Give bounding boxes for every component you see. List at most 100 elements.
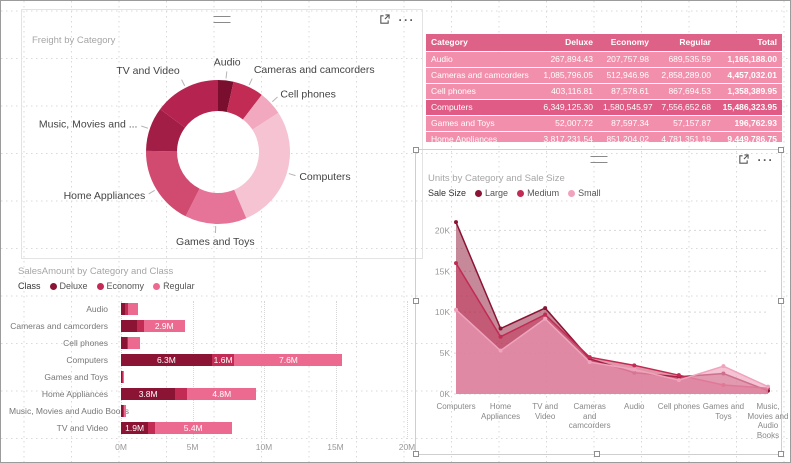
data-point[interactable] — [498, 334, 503, 339]
more-options-icon[interactable]: ··· — [757, 152, 774, 167]
table-cell[interactable]: 57,157.87 — [654, 115, 716, 132]
table-cell[interactable]: Home Appliances — [426, 131, 530, 142]
bar-segment-economy[interactable] — [122, 405, 124, 417]
table-cell[interactable]: Cell phones — [426, 83, 530, 100]
bar-visual[interactable]: SalesAmount by Category and Class Class … — [9, 259, 415, 457]
table-row[interactable]: Cell phones 403,116.81 87,578.61 867,694.53… — [426, 83, 782, 100]
legend-item-small[interactable]: Small — [568, 188, 601, 198]
bar-segment-deluxe[interactable]: 6.3M — [121, 354, 212, 366]
legend-item-regular[interactable]: Regular — [153, 281, 195, 291]
bar-segment-economy[interactable] — [124, 303, 128, 315]
table-header-cell[interactable]: Economy — [598, 34, 654, 52]
bar-segment-economy[interactable] — [136, 320, 144, 332]
data-point[interactable] — [543, 316, 548, 321]
legend-item-deluxe[interactable]: Deluxe — [49, 281, 88, 291]
table-cell[interactable]: 87,597.34 — [598, 115, 654, 132]
table-cell[interactable]: 689,535.59 — [654, 51, 716, 68]
data-point[interactable] — [587, 355, 592, 360]
data-point[interactable] — [454, 261, 458, 266]
donut-slice[interactable] — [185, 188, 247, 224]
table-cell[interactable]: 6,349,125.30 — [530, 99, 598, 116]
donut-slice[interactable] — [160, 80, 218, 128]
table-cell[interactable]: Audio — [426, 51, 530, 68]
table-cell[interactable]: 9,449,786.75 — [716, 131, 782, 142]
donut-slice[interactable] — [234, 112, 291, 219]
data-point[interactable] — [676, 378, 681, 383]
selection-handle-se[interactable] — [778, 451, 784, 457]
bar-segment-regular[interactable]: 5.4M — [154, 422, 232, 434]
table-cell[interactable]: 1,165,188.00 — [716, 51, 782, 68]
table-cell[interactable]: 196,762.93 — [716, 115, 782, 132]
donut-slice[interactable] — [145, 150, 200, 217]
table-header-cell[interactable]: Total — [716, 34, 782, 52]
drag-handle-icon[interactable] — [213, 16, 231, 23]
table-cell[interactable]: 1,085,796.05 — [530, 67, 598, 84]
data-point[interactable] — [766, 384, 770, 389]
table-cell[interactable]: 267,894.43 — [530, 51, 598, 68]
table-cell[interactable]: 15,486,323.95 — [716, 99, 782, 116]
data-point[interactable] — [454, 307, 458, 312]
table-cell[interactable]: Games and Toys — [426, 115, 530, 132]
table-cell[interactable]: 403,116.81 — [530, 83, 598, 100]
bar-segment-regular[interactable] — [128, 337, 141, 349]
bar-segment-deluxe[interactable] — [121, 303, 125, 315]
table-cell[interactable]: 4,781,351.19 — [654, 131, 716, 142]
data-point[interactable] — [587, 360, 592, 365]
selection-handle-sw[interactable] — [413, 451, 419, 457]
table-cell[interactable]: 7,556,652.68 — [654, 99, 716, 116]
bar-segment-economy[interactable] — [175, 388, 188, 400]
data-point[interactable] — [454, 220, 458, 225]
table-cell[interactable]: 1,580,545.97 — [598, 99, 654, 116]
bar-segment-deluxe[interactable] — [121, 337, 127, 349]
bar-segment-economy[interactable] — [122, 371, 124, 383]
bar-segment-regular[interactable] — [123, 405, 127, 417]
table-row[interactable]: Cameras and camcorders 1,085,796.05 512,94… — [426, 67, 782, 84]
bar-segment-deluxe[interactable] — [121, 405, 123, 417]
bar-segment-regular[interactable]: 7.6M — [234, 354, 343, 366]
more-options-icon[interactable]: ··· — [398, 12, 415, 27]
table-visual[interactable]: Category Deluxe Economy Regular Total Audio 2… — [426, 34, 782, 142]
focus-mode-icon[interactable] — [379, 14, 390, 25]
data-point[interactable] — [543, 306, 548, 311]
donut-slice[interactable] — [226, 81, 262, 120]
bar-segment-regular[interactable] — [123, 371, 125, 383]
table-cell[interactable]: Computers — [426, 99, 530, 116]
selection-handle-w[interactable] — [413, 298, 419, 304]
data-point[interactable] — [632, 367, 637, 372]
bar-segment-economy[interactable] — [148, 422, 155, 434]
table-cell[interactable]: 851,204.02 — [598, 131, 654, 142]
legend-item-large[interactable]: Large — [475, 188, 508, 198]
bar-segment-regular[interactable] — [127, 303, 138, 315]
donut-slice[interactable] — [218, 80, 234, 112]
drag-handle-icon[interactable] — [590, 156, 607, 163]
table-row[interactable]: Audio 267,894.43 207,757.98 689,535.59 1,165… — [426, 51, 782, 68]
data-point[interactable] — [543, 312, 548, 317]
table-cell[interactable]: Cameras and camcorders — [426, 67, 530, 84]
table-cell[interactable]: 207,757.98 — [598, 51, 654, 68]
selection-handle-s[interactable] — [594, 451, 600, 457]
table-header-cell[interactable]: Category — [426, 34, 530, 52]
bar-segment-deluxe[interactable]: 3.8M — [121, 388, 176, 400]
table-header-cell[interactable]: Regular — [654, 34, 716, 52]
table-cell[interactable]: 87,578.61 — [598, 83, 654, 100]
bar-segment-deluxe[interactable] — [121, 371, 122, 383]
bar-segment-deluxe[interactable] — [121, 320, 137, 332]
focus-mode-icon[interactable] — [738, 154, 749, 165]
table-cell[interactable]: 4,457,032.01 — [716, 67, 782, 84]
legend-item-economy[interactable]: Economy — [96, 281, 144, 291]
table-cell[interactable]: 512,946.96 — [598, 67, 654, 84]
data-point[interactable] — [632, 363, 637, 368]
bar-segment-regular[interactable]: 4.8M — [187, 388, 257, 400]
table-cell[interactable]: 1,358,389.95 — [716, 83, 782, 100]
table-row[interactable]: Computers 6,349,125.30 1,580,545.97 7,556,6… — [426, 99, 782, 116]
donut-slice[interactable] — [146, 109, 186, 152]
bar-segment-economy[interactable] — [126, 337, 128, 349]
table-cell[interactable]: 3,817,231.54 — [530, 131, 598, 142]
table-row[interactable]: Games and Toys 52,007.72 87,597.34 57,157.8… — [426, 115, 782, 132]
table-row[interactable]: Home Appliances 3,817,231.54 851,204.02 4,7… — [426, 131, 782, 142]
data-point[interactable] — [498, 326, 503, 331]
table-cell[interactable]: 52,007.72 — [530, 115, 598, 132]
bar-segment-economy[interactable]: 1.6M — [211, 354, 235, 366]
table-cell[interactable]: 2,858,289.00 — [654, 67, 716, 84]
table-cell[interactable]: 867,694.53 — [654, 83, 716, 100]
